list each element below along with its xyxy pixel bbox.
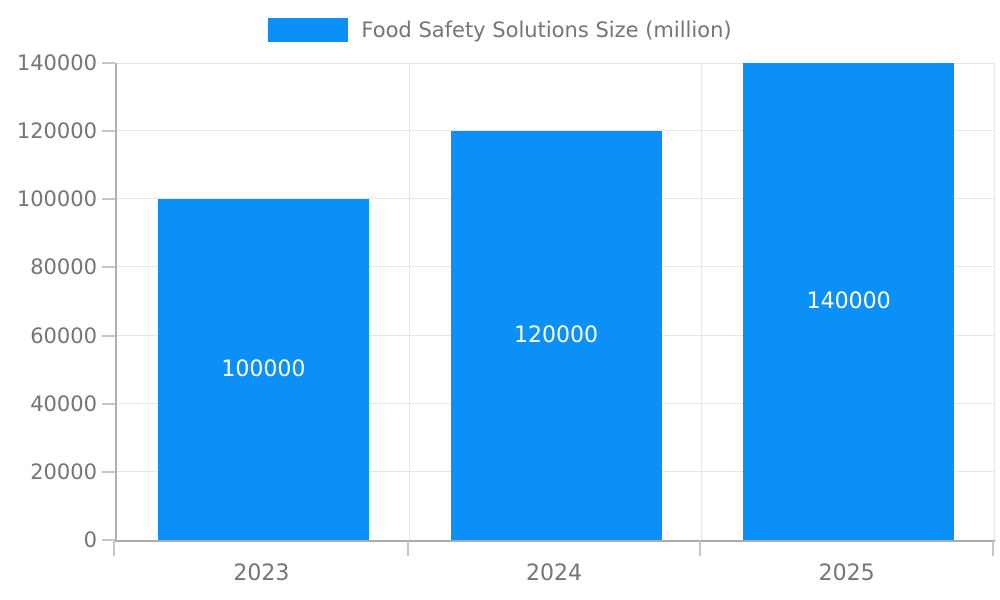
legend-series-label: Food Safety Solutions Size (million) bbox=[361, 18, 732, 42]
y-axis-tick-label: 0 bbox=[83, 528, 97, 552]
category-gridline bbox=[701, 63, 702, 540]
y-tick-mark bbox=[102, 130, 115, 133]
y-axis-tick-label: 60000 bbox=[30, 323, 97, 348]
bar-value-label: 100000 bbox=[221, 357, 306, 383]
y-tick-mark bbox=[102, 402, 115, 405]
y-tick-mark bbox=[102, 266, 115, 269]
bar-value-label: 140000 bbox=[806, 289, 891, 314]
bar-value-label: 120000 bbox=[514, 323, 598, 349]
y-tick-mark bbox=[102, 539, 115, 541]
y-gridline bbox=[117, 130, 995, 132]
x-tick-mark bbox=[992, 541, 994, 556]
x-tick-mark bbox=[407, 541, 409, 556]
x-axis-category-label: 2024 bbox=[526, 561, 582, 586]
y-tick-mark bbox=[102, 470, 115, 473]
y-axis-tick-label: 20000 bbox=[30, 459, 97, 484]
category-gridline bbox=[994, 63, 995, 540]
y-gridline bbox=[117, 63, 995, 64]
y-tick-mark bbox=[102, 62, 115, 64]
bar-2025[interactable]: 140000 bbox=[743, 63, 955, 540]
plot-area: 100000 120000 140000 bbox=[115, 63, 995, 542]
x-tick-mark bbox=[113, 541, 115, 556]
bar-2024[interactable]: 120000 bbox=[450, 131, 662, 540]
chart-legend: Food Safety Solutions Size (million) bbox=[0, 18, 1000, 42]
y-axis-tick-label: 40000 bbox=[30, 391, 97, 416]
y-tick-mark bbox=[102, 334, 115, 337]
x-axis-category-label: 2025 bbox=[818, 561, 875, 586]
legend-color-swatch bbox=[268, 18, 349, 42]
x-tick-mark bbox=[699, 541, 701, 556]
category-gridline bbox=[409, 63, 410, 540]
x-axis-category-label: 2023 bbox=[233, 561, 290, 586]
y-axis-tick-label: 100000 bbox=[16, 187, 97, 212]
y-axis-tick-label: 140000 bbox=[16, 51, 97, 75]
y-axis-tick-label: 80000 bbox=[30, 255, 97, 280]
y-tick-mark bbox=[102, 198, 115, 201]
bar-2023[interactable]: 100000 bbox=[157, 199, 369, 540]
y-axis-tick-label: 120000 bbox=[16, 119, 97, 144]
